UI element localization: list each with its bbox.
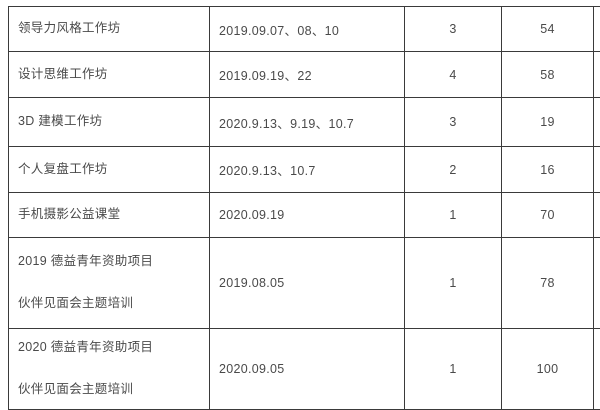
cell-date: 2019.09.19、22 <box>210 52 405 98</box>
activity-name-text-line1: 2019 德益青年资助项目 <box>18 254 200 270</box>
cell-sessions: 3 <box>405 7 502 52</box>
cell-score: 9 <box>594 98 600 147</box>
cell-sessions: 1 <box>405 238 502 329</box>
cell-activity-name: 设计思维工作坊 <box>9 52 210 98</box>
cell-people: 58 <box>502 52 594 98</box>
cell-activity-name: 2020 德益青年资助项目 伙伴见面会主题培训 <box>9 329 210 410</box>
cell-people: 70 <box>502 193 594 238</box>
activity-data-table: 领导力风格工作坊 2019.09.07、08、10 3 54 9.11 设计思维… <box>8 6 600 410</box>
cell-score: —— <box>594 238 600 329</box>
table-row: 3D 建模工作坊 2020.9.13、9.19、10.7 3 19 9 <box>9 98 600 147</box>
activity-name-text: 手机摄影公益课堂 <box>18 207 200 223</box>
cell-date: 2020.09.19 <box>210 193 405 238</box>
table-row: 设计思维工作坊 2019.09.19、22 4 58 8.68 <box>9 52 600 98</box>
cell-people: 78 <box>502 238 594 329</box>
cell-date: 2020.9.13、10.7 <box>210 147 405 193</box>
table-row: 手机摄影公益课堂 2020.09.19 1 70 —— <box>9 193 600 238</box>
activity-name-text: 领导力风格工作坊 <box>18 21 200 37</box>
cell-date: 2020.9.13、9.19、10.7 <box>210 98 405 147</box>
cell-score: 9.11 <box>594 7 600 52</box>
cell-people: 54 <box>502 7 594 52</box>
cell-people: 19 <box>502 98 594 147</box>
cell-people: 16 <box>502 147 594 193</box>
cell-activity-name: 3D 建模工作坊 <box>9 98 210 147</box>
cell-sessions: 2 <box>405 147 502 193</box>
cell-activity-name: 领导力风格工作坊 <box>9 7 210 52</box>
table-row: 领导力风格工作坊 2019.09.07、08、10 3 54 9.11 <box>9 7 600 52</box>
table-row: 2020 德益青年资助项目 伙伴见面会主题培训 2020.09.05 1 100… <box>9 329 600 410</box>
table-row: 个人复盘工作坊 2020.9.13、10.7 2 16 9.25 <box>9 147 600 193</box>
cell-sessions: 1 <box>405 329 502 410</box>
cell-sessions: 3 <box>405 98 502 147</box>
cell-date: 2020.09.05 <box>210 329 405 410</box>
cell-date: 2019.09.07、08、10 <box>210 7 405 52</box>
cell-score: 9.25 <box>594 147 600 193</box>
activity-name-multiline: 2020 德益青年资助项目 伙伴见面会主题培训 <box>18 336 200 401</box>
activity-name-text-line2: 伙伴见面会主题培训 <box>18 296 200 312</box>
table-row: 2019 德益青年资助项目 伙伴见面会主题培训 2019.08.05 1 78 … <box>9 238 600 329</box>
cell-sessions: 4 <box>405 52 502 98</box>
cell-activity-name: 个人复盘工作坊 <box>9 147 210 193</box>
activity-name-text-line2: 伙伴见面会主题培训 <box>18 382 200 398</box>
cell-score: 8.68 <box>594 52 600 98</box>
cell-score: —— <box>594 329 600 410</box>
cell-sessions: 1 <box>405 193 502 238</box>
activity-name-text: 个人复盘工作坊 <box>18 162 200 178</box>
activity-name-multiline: 2019 德益青年资助项目 伙伴见面会主题培训 <box>18 250 200 315</box>
table-body: 领导力风格工作坊 2019.09.07、08、10 3 54 9.11 设计思维… <box>9 7 600 410</box>
activity-name-text: 设计思维工作坊 <box>18 67 200 83</box>
table-container: 领导力风格工作坊 2019.09.07、08、10 3 54 9.11 设计思维… <box>8 6 588 410</box>
cell-date: 2019.08.05 <box>210 238 405 329</box>
cell-people: 100 <box>502 329 594 410</box>
cell-score: —— <box>594 193 600 238</box>
activity-name-text: 3D 建模工作坊 <box>18 114 200 130</box>
activity-name-text-line1: 2020 德益青年资助项目 <box>18 340 200 356</box>
cell-activity-name: 手机摄影公益课堂 <box>9 193 210 238</box>
cell-activity-name: 2019 德益青年资助项目 伙伴见面会主题培训 <box>9 238 210 329</box>
